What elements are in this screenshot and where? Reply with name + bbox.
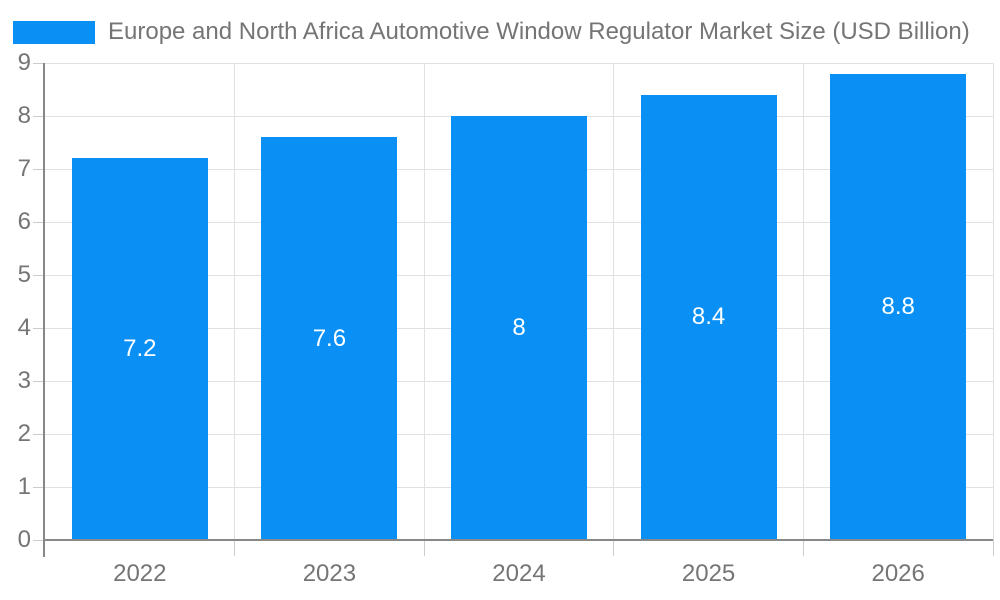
y-axis-tick — [33, 380, 45, 382]
chart-title: Europe and North Africa Automotive Windo… — [108, 18, 970, 45]
y-axis-label: 0 — [17, 526, 31, 553]
bar-value-label: 8.4 — [691, 303, 726, 331]
y-axis-tick — [33, 115, 45, 117]
x-axis-label: 2023 — [302, 560, 357, 587]
legend: Europe and North Africa Automotive Windo… — [13, 18, 970, 46]
x-axis-tick — [802, 540, 804, 556]
y-axis-tick — [33, 274, 45, 276]
x-axis-label: 2024 — [492, 560, 546, 587]
legend-swatch — [13, 20, 95, 44]
bar-value-label: 7.6 — [312, 324, 347, 352]
y-axis-tick — [33, 486, 45, 488]
gridline-v — [234, 63, 236, 540]
gridline-v — [423, 63, 425, 540]
x-axis-label: 2026 — [871, 560, 925, 587]
bar-2023[interactable]: 7.6 — [261, 137, 398, 540]
plot-area: 7.2 7.6 8 8.4 8.8 — [45, 63, 993, 540]
y-axis-label: 6 — [17, 208, 31, 235]
y-axis-tick — [33, 539, 45, 541]
x-axis-tick — [423, 540, 425, 556]
gridline-h — [45, 62, 993, 64]
y-axis-tick — [33, 433, 45, 435]
bar-2025[interactable]: 8.4 — [640, 94, 777, 540]
x-axis-line — [45, 539, 993, 541]
y-axis-tick — [33, 62, 45, 64]
bar-value-label: 8.8 — [881, 292, 915, 320]
gridline-v — [613, 63, 615, 540]
x-axis-label: 2025 — [681, 560, 736, 587]
y-axis-label: 5 — [17, 261, 31, 288]
y-axis-tick — [33, 327, 45, 329]
bar-value-label: 7.2 — [123, 335, 157, 363]
bar-value-label: 8 — [512, 314, 526, 341]
y-axis-label: 1 — [17, 473, 31, 500]
gridline-v — [992, 63, 994, 540]
bar-2024[interactable]: 8 — [451, 116, 587, 540]
bar-2022[interactable]: 7.2 — [71, 158, 208, 540]
x-axis-label: 2022 — [113, 560, 167, 587]
x-axis-tick — [234, 540, 236, 556]
y-axis-label: 9 — [17, 49, 31, 76]
y-axis-line — [43, 63, 45, 557]
y-axis-tick — [33, 221, 45, 223]
y-axis-tick — [33, 168, 45, 170]
x-axis-tick — [613, 540, 615, 556]
y-axis-label: 3 — [17, 367, 31, 394]
bar-2026[interactable]: 8.8 — [830, 73, 967, 540]
gridline-v — [802, 63, 804, 540]
y-axis-label: 2 — [17, 420, 31, 447]
y-axis-label: 4 — [17, 314, 31, 341]
y-axis-label: 7 — [17, 155, 31, 182]
y-axis-label: 8 — [17, 102, 31, 129]
x-axis-tick — [992, 540, 994, 556]
